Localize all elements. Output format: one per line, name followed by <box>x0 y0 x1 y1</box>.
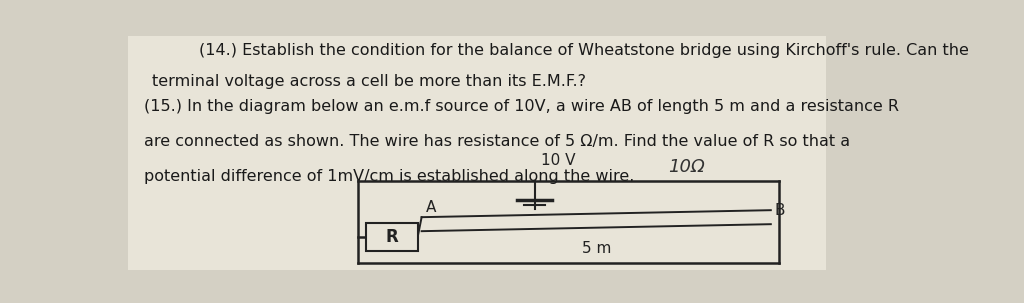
Text: 10Ω: 10Ω <box>668 158 705 176</box>
Text: (14.) Establish the condition for the balance of Wheatstone bridge using Kirchof: (14.) Establish the condition for the ba… <box>200 43 970 58</box>
Text: 5 m: 5 m <box>582 241 611 255</box>
Text: 10 V: 10 V <box>541 153 575 168</box>
Text: (15.) In the diagram below an e.m.f source of 10V, a wire AB of length 5 m and a: (15.) In the diagram below an e.m.f sour… <box>143 99 899 114</box>
Text: B: B <box>775 203 785 218</box>
Bar <box>367 223 418 251</box>
Text: potential difference of 1mV/cm is established along the wire.: potential difference of 1mV/cm is establ… <box>143 169 634 184</box>
Text: are connected as shown. The wire has resistance of 5 Ω/m. Find the value of R so: are connected as shown. The wire has res… <box>143 134 850 149</box>
Text: R: R <box>385 228 398 246</box>
Text: terminal voltage across a cell be more than its E.M.F.?: terminal voltage across a cell be more t… <box>152 74 586 89</box>
Bar <box>128 36 826 270</box>
Text: A: A <box>426 200 436 215</box>
